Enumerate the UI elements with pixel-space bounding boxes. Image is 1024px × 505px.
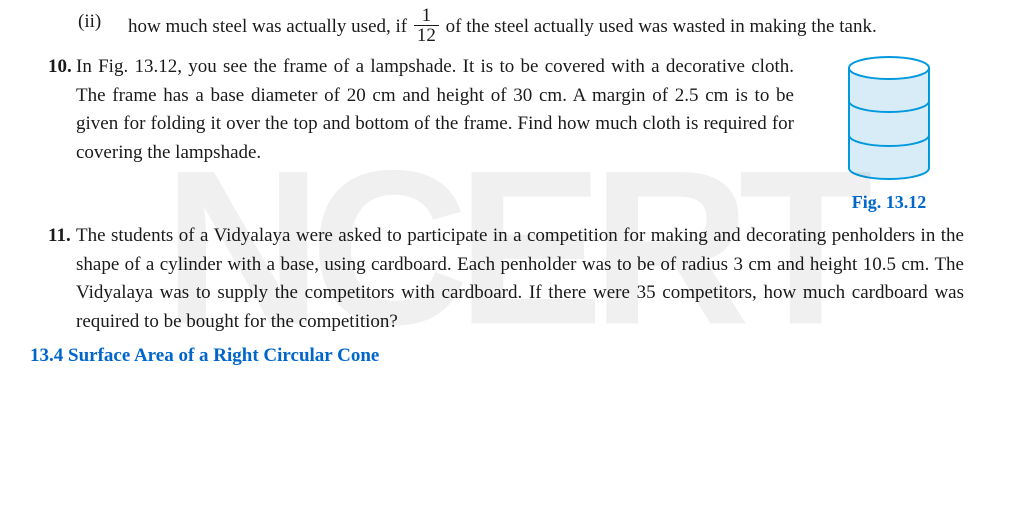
fraction: 1 12 (414, 6, 439, 45)
page-content: (ii) how much steel was actually used, i… (0, 0, 1024, 379)
subitem-ii: (ii) how much steel was actually used, i… (30, 8, 964, 47)
subitem-text-after: of the steel actually used was wasted in… (446, 16, 877, 37)
subitem-marker: (ii) (30, 8, 128, 47)
question-11: 11. The students of a Vidyalaya were ask… (30, 222, 964, 336)
subitem-body: how much steel was actually used, if 1 1… (128, 8, 964, 47)
figure-column: Fig. 13.12 (814, 53, 964, 216)
question-10-marker: 10. (30, 53, 76, 216)
fraction-denominator: 12 (414, 26, 439, 45)
section-title: Surface Area of a Right Circular Cone (68, 345, 379, 366)
question-11-marker: 11. (30, 222, 76, 336)
question-10-text: In Fig. 13.12, you see the frame of a la… (76, 53, 794, 216)
lampshade-figure (839, 53, 939, 183)
section-number: 13.4 (30, 345, 63, 366)
question-10: 10. In Fig. 13.12, you see the frame of … (30, 53, 964, 216)
figure-caption: Fig. 13.12 (814, 189, 964, 216)
subitem-text-before: how much steel was actually used, if (128, 16, 412, 37)
section-heading: 13.4 Surface Area of a Right Circular Co… (30, 342, 964, 371)
question-11-text: The students of a Vidyalaya were asked t… (76, 222, 964, 336)
fraction-numerator: 1 (414, 6, 439, 26)
